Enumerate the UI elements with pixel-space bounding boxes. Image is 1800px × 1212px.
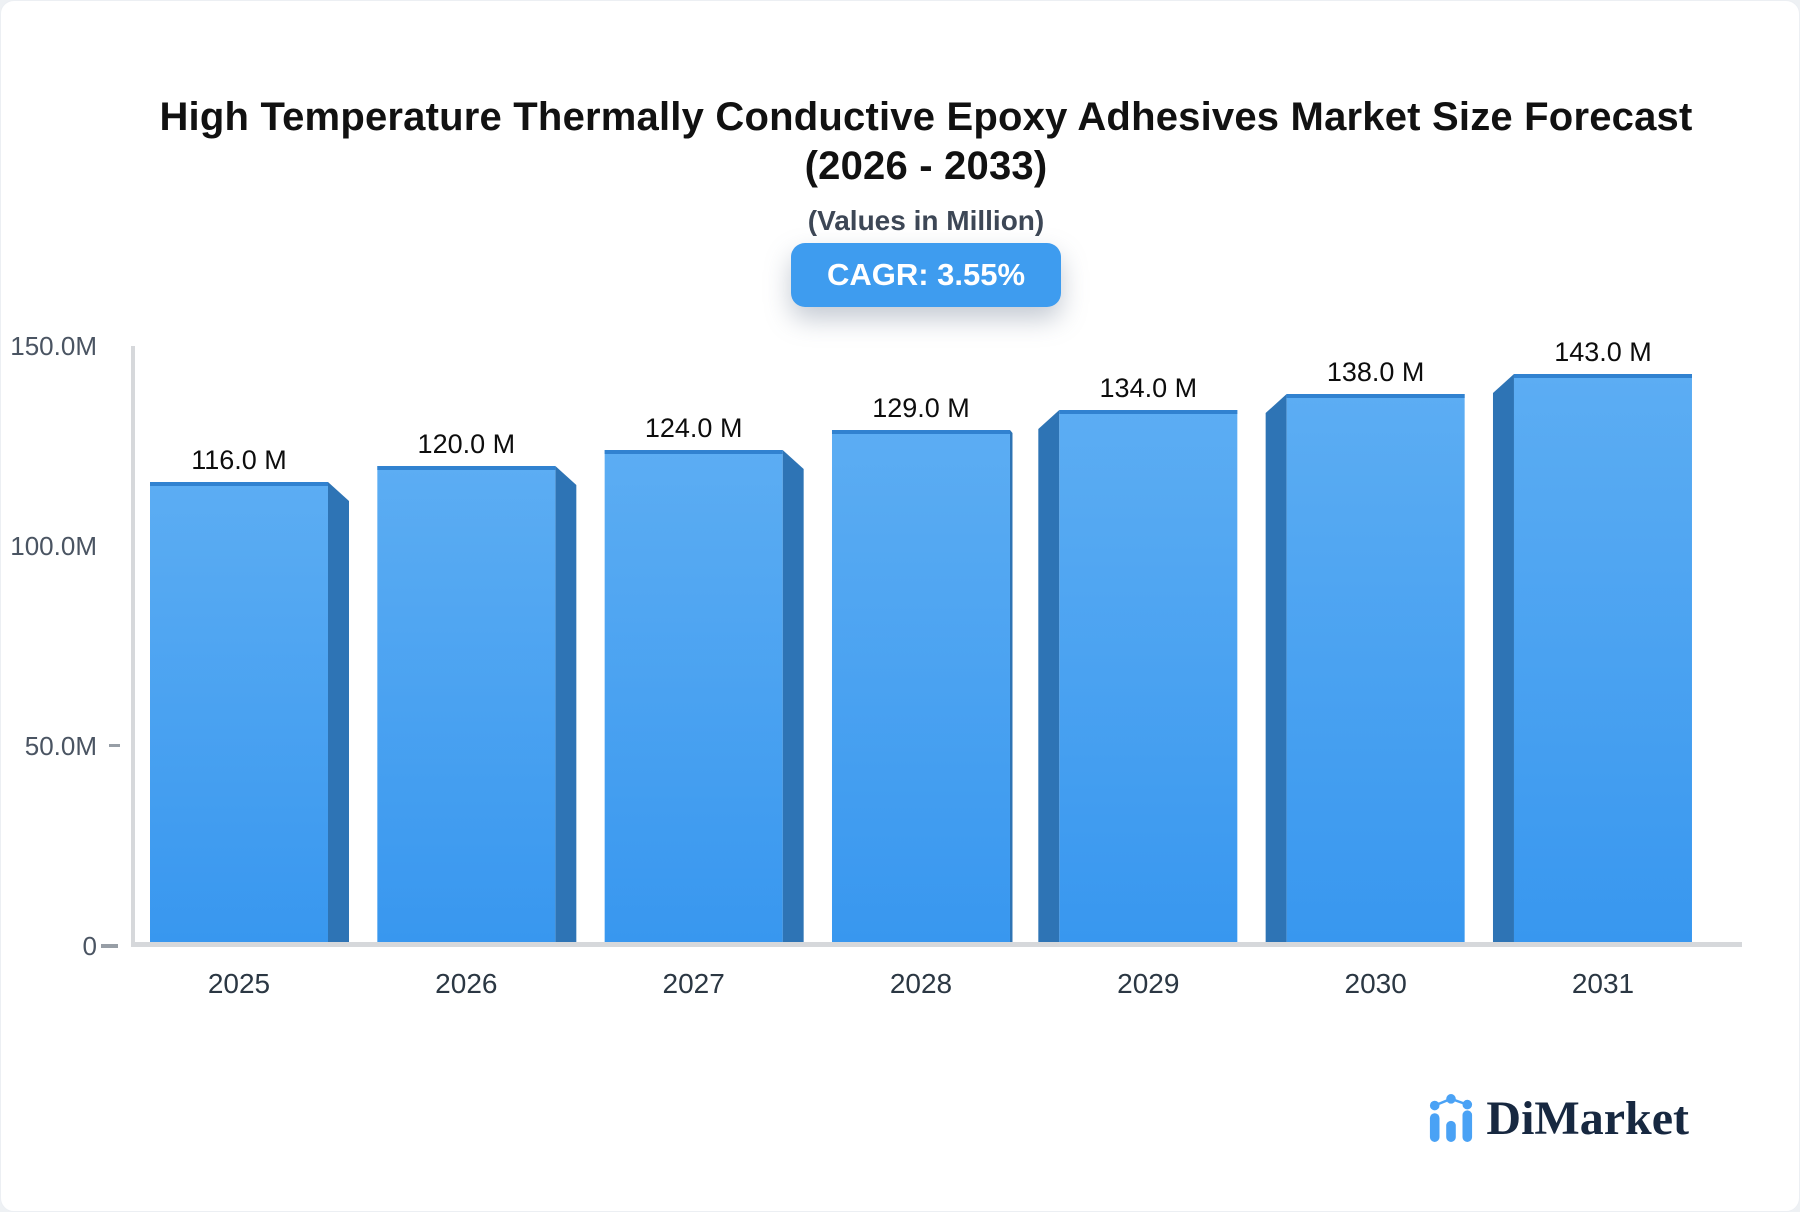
bar-group: 120.0 M 2026 bbox=[377, 429, 577, 999]
cagr-badge: CAGR: 3.55% bbox=[790, 242, 1062, 307]
bar-top-edge bbox=[604, 450, 783, 454]
brand-logo: DiMarket bbox=[1428, 1093, 1689, 1143]
y-axis-tick-mark bbox=[101, 944, 118, 948]
bar-side-panel bbox=[782, 450, 804, 942]
brand-name: DiMarket bbox=[1486, 1092, 1689, 1145]
bar-group: 138.0 M 2030 bbox=[1265, 357, 1465, 999]
bar-side-panel bbox=[1492, 374, 1514, 942]
bar-group: 143.0 M 2031 bbox=[1492, 337, 1692, 999]
x-axis-line bbox=[132, 942, 1742, 947]
chart-header: High Temperature Thermally Conductive Ep… bbox=[1, 93, 1799, 307]
y-axis-tick-label: 0 bbox=[83, 931, 97, 961]
bar-top-edge bbox=[1059, 410, 1238, 414]
chart-title: High Temperature Thermally Conductive Ep… bbox=[51, 93, 1799, 191]
bar-value-label: 124.0 M bbox=[645, 413, 743, 443]
bar-value-label: 120.0 M bbox=[418, 429, 516, 459]
x-axis-label: 2027 bbox=[663, 968, 725, 999]
bar-top-edge bbox=[377, 466, 556, 470]
bar-value-label: 116.0 M bbox=[191, 445, 287, 475]
y-axis-tick-mark bbox=[109, 744, 120, 747]
y-axis-tick-label: 50.0M bbox=[25, 731, 97, 761]
bar-value-label: 138.0 M bbox=[1327, 357, 1425, 387]
bar bbox=[150, 482, 328, 942]
bar-top-edge bbox=[1513, 374, 1692, 378]
x-axis-label: 2029 bbox=[1117, 968, 1179, 999]
x-axis-label: 2026 bbox=[435, 968, 497, 999]
y-axis-tick-label: 150.0M bbox=[10, 331, 97, 361]
bar-group: 124.0 M 2027 bbox=[604, 413, 804, 999]
bar bbox=[1513, 374, 1692, 942]
bar-value-label: 134.0 M bbox=[1100, 373, 1198, 403]
chart-title-line1: High Temperature Thermally Conductive Ep… bbox=[159, 95, 1693, 139]
chart-title-line2: (2026 - 2033) bbox=[804, 143, 1048, 188]
y-axis-tick-label: 100.0M bbox=[10, 531, 97, 561]
bar-side-panel bbox=[1265, 394, 1287, 942]
bar-top-edge bbox=[831, 430, 1010, 434]
x-axis-label: 2031 bbox=[1572, 968, 1634, 999]
chart-subtitle: (Values in Million) bbox=[807, 204, 1045, 236]
x-axis-label: 2025 bbox=[208, 968, 270, 999]
bar-group: 129.0 M 2028 bbox=[831, 393, 1013, 999]
bar bbox=[604, 450, 783, 942]
bar bbox=[831, 430, 1010, 942]
bar-side-panel bbox=[1038, 410, 1060, 942]
bar-line-chart-icon bbox=[1430, 1094, 1473, 1142]
bar-side-panel bbox=[328, 482, 349, 942]
bar-group: 134.0 M 2029 bbox=[1038, 373, 1238, 999]
bar bbox=[1286, 394, 1465, 942]
y-axis-line bbox=[131, 346, 135, 947]
bar-group: 116.0 M 2025 bbox=[150, 445, 349, 999]
bar-value-label: 129.0 M bbox=[872, 393, 970, 423]
bar-top-edge bbox=[150, 482, 328, 486]
bar bbox=[377, 466, 556, 942]
bar-top-edge bbox=[1286, 394, 1465, 398]
bar bbox=[1059, 410, 1238, 942]
x-axis-label: 2030 bbox=[1345, 968, 1407, 999]
x-axis-label: 2028 bbox=[890, 968, 952, 999]
bar-value-label: 143.0 M bbox=[1554, 337, 1652, 367]
bar-side-panel bbox=[555, 466, 577, 942]
bar-side-panel bbox=[1009, 430, 1013, 942]
